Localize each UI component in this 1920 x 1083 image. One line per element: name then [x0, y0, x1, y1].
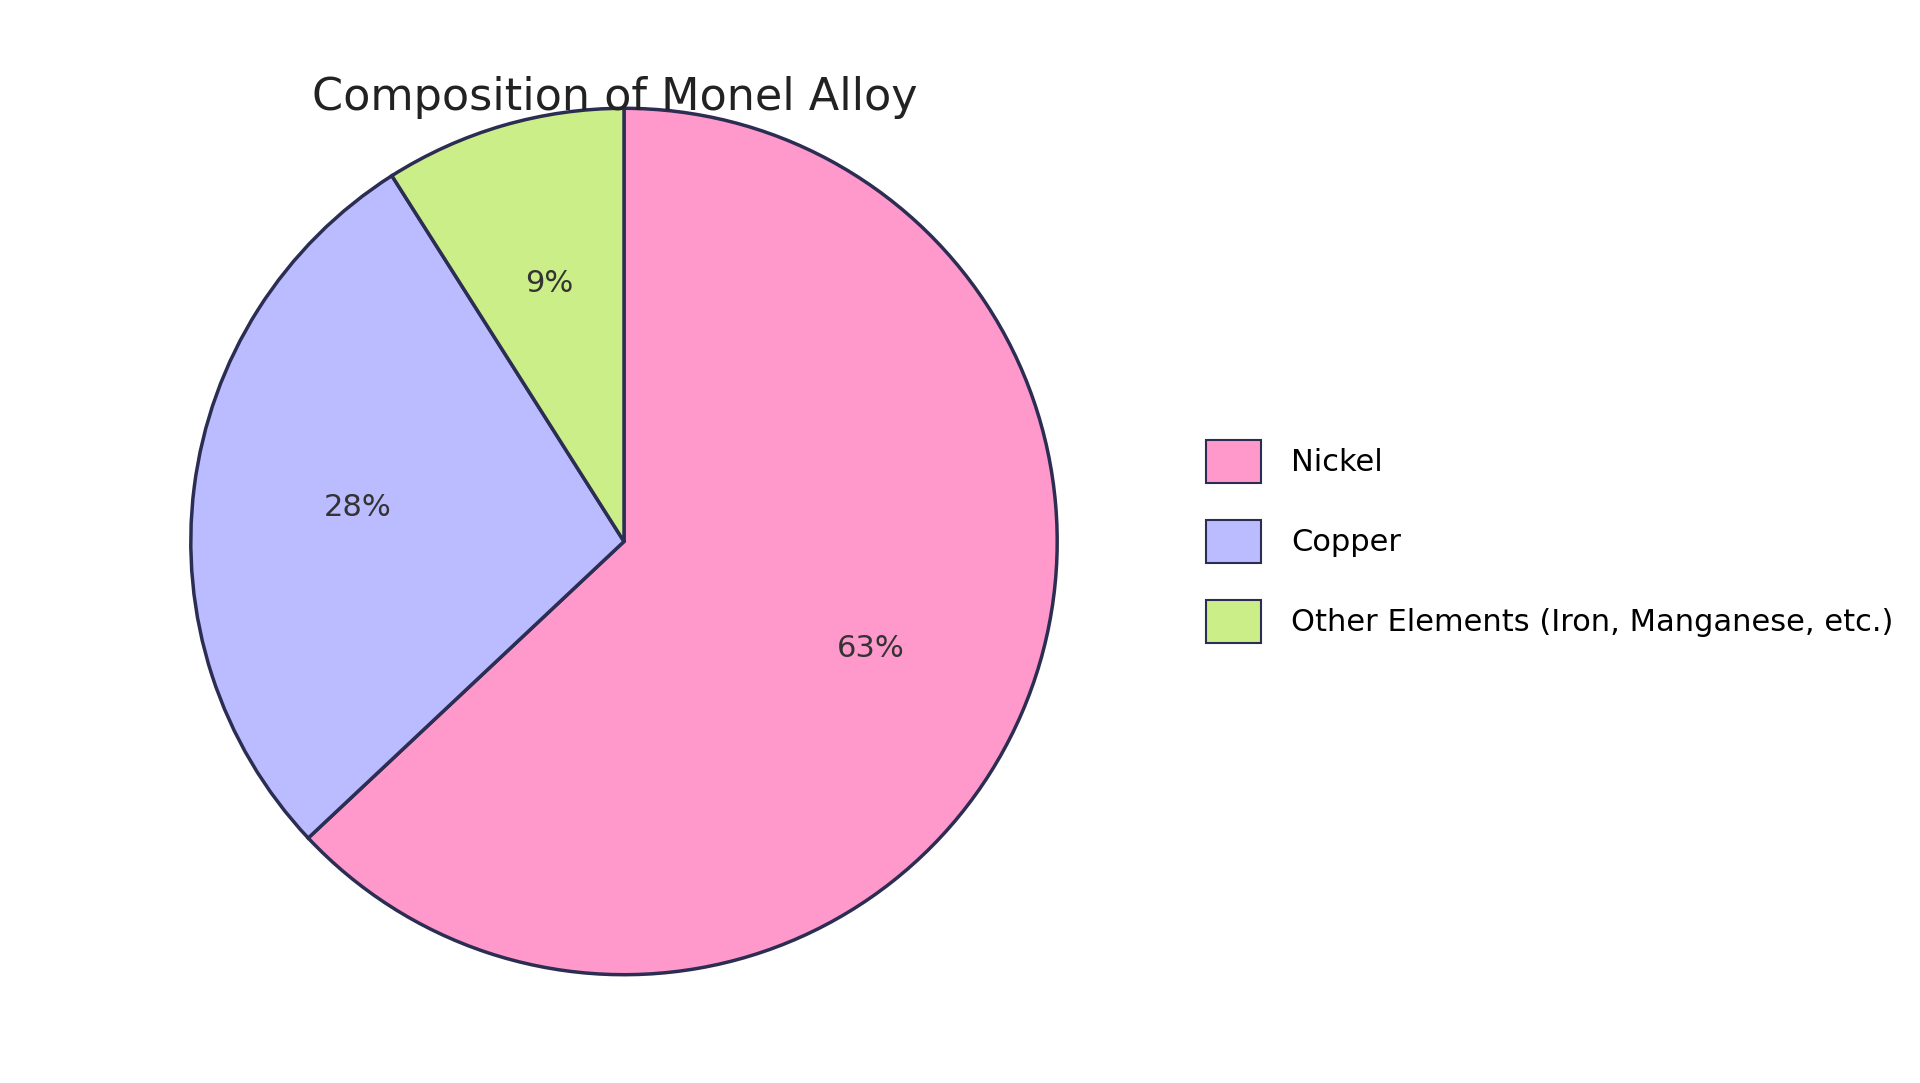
- Text: 9%: 9%: [524, 269, 574, 298]
- Text: 63%: 63%: [837, 634, 904, 663]
- Text: Composition of Monel Alloy: Composition of Monel Alloy: [311, 76, 918, 119]
- Wedge shape: [309, 108, 1058, 975]
- Wedge shape: [190, 175, 624, 838]
- Wedge shape: [392, 108, 624, 542]
- Text: 28%: 28%: [324, 494, 392, 522]
- Legend: Nickel, Copper, Other Elements (Iron, Manganese, etc.): Nickel, Copper, Other Elements (Iron, Ma…: [1206, 440, 1893, 643]
